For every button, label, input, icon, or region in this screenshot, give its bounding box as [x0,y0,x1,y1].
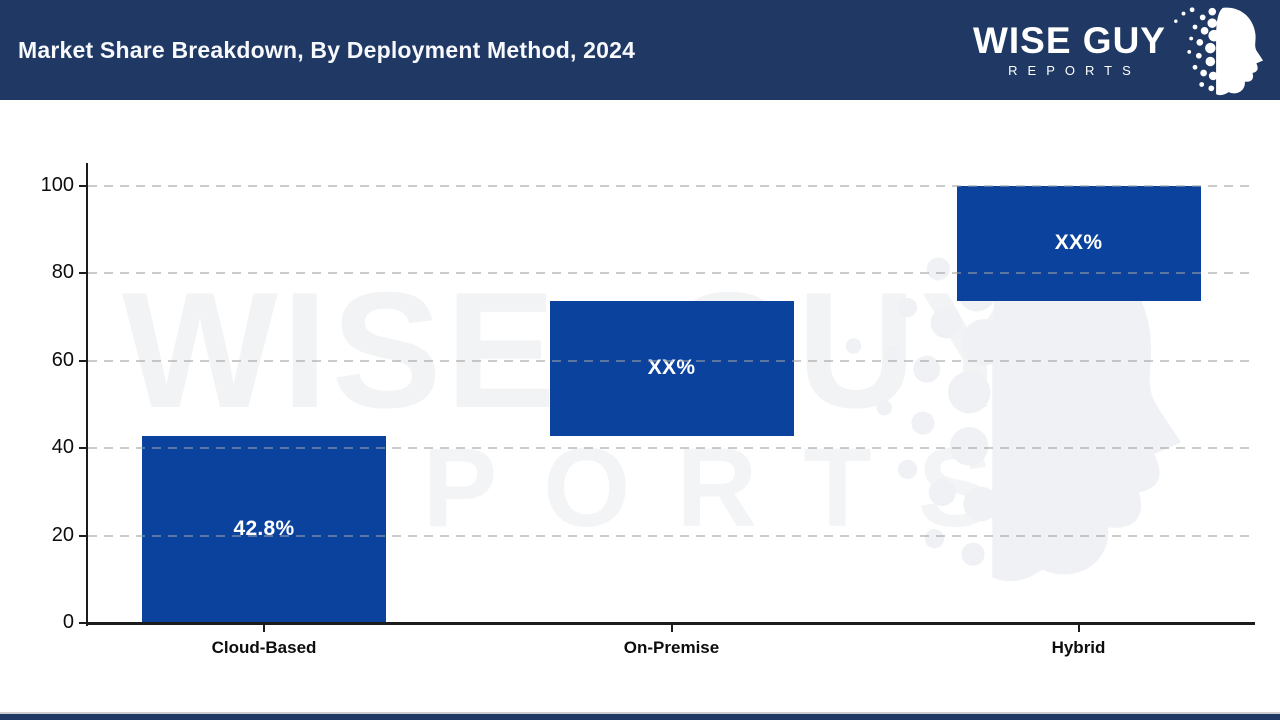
y-tick-label: 80 [51,261,74,284]
page-title: Market Share Breakdown, By Deployment Me… [18,36,636,63]
x-axis-spine [86,622,1255,625]
bar-value-label: XX% [1054,231,1103,255]
gridline-20 [88,534,1253,537]
bar-on-premise: XX% [549,300,794,436]
y-tick-label: 60 [51,348,74,371]
y-tick-label: 0 [62,611,74,633]
bar-hybrid: XX% [956,186,1201,301]
bar-value-label: XX% [647,356,696,380]
y-tick [79,272,88,275]
y-tick-label: 100 [40,174,74,196]
y-tick [79,447,88,450]
y-axis-spine [86,163,88,626]
x-category-label: On-Premise [623,638,720,657]
x-category-label: Hybrid [1051,638,1106,657]
footer-bar [0,714,1280,720]
gridline-80 [88,272,1253,275]
x-tick [1077,623,1080,632]
footer-hairline [0,712,1280,714]
y-tick [79,185,88,187]
header-bar: Market Share Breakdown, By Deployment Me… [0,0,1280,100]
y-tick [79,622,88,624]
y-tick [79,359,88,362]
logo-text: WISE GUY REPORTS [973,22,1166,78]
bar-value-label: 42.8% [233,517,295,541]
y-tick-label: 40 [51,436,74,459]
bar-cloud-based: 42.8% [142,435,386,623]
x-category-label: Cloud-Based [211,638,317,657]
logo-wordmark: WISE GUY [972,20,1166,61]
y-tick-label: 20 [51,523,74,546]
x-tick [263,623,265,632]
wise-guy-reports-logo: WISE GUY REPORTS [973,4,1266,96]
logo-head-icon [1174,7,1264,96]
y-tick [79,534,88,537]
x-tick [670,623,673,632]
gridline-100 [88,185,1253,187]
gridline-40 [88,447,1253,450]
logo-subtitle: REPORTS [1008,63,1141,78]
gridline-60 [88,359,1253,362]
